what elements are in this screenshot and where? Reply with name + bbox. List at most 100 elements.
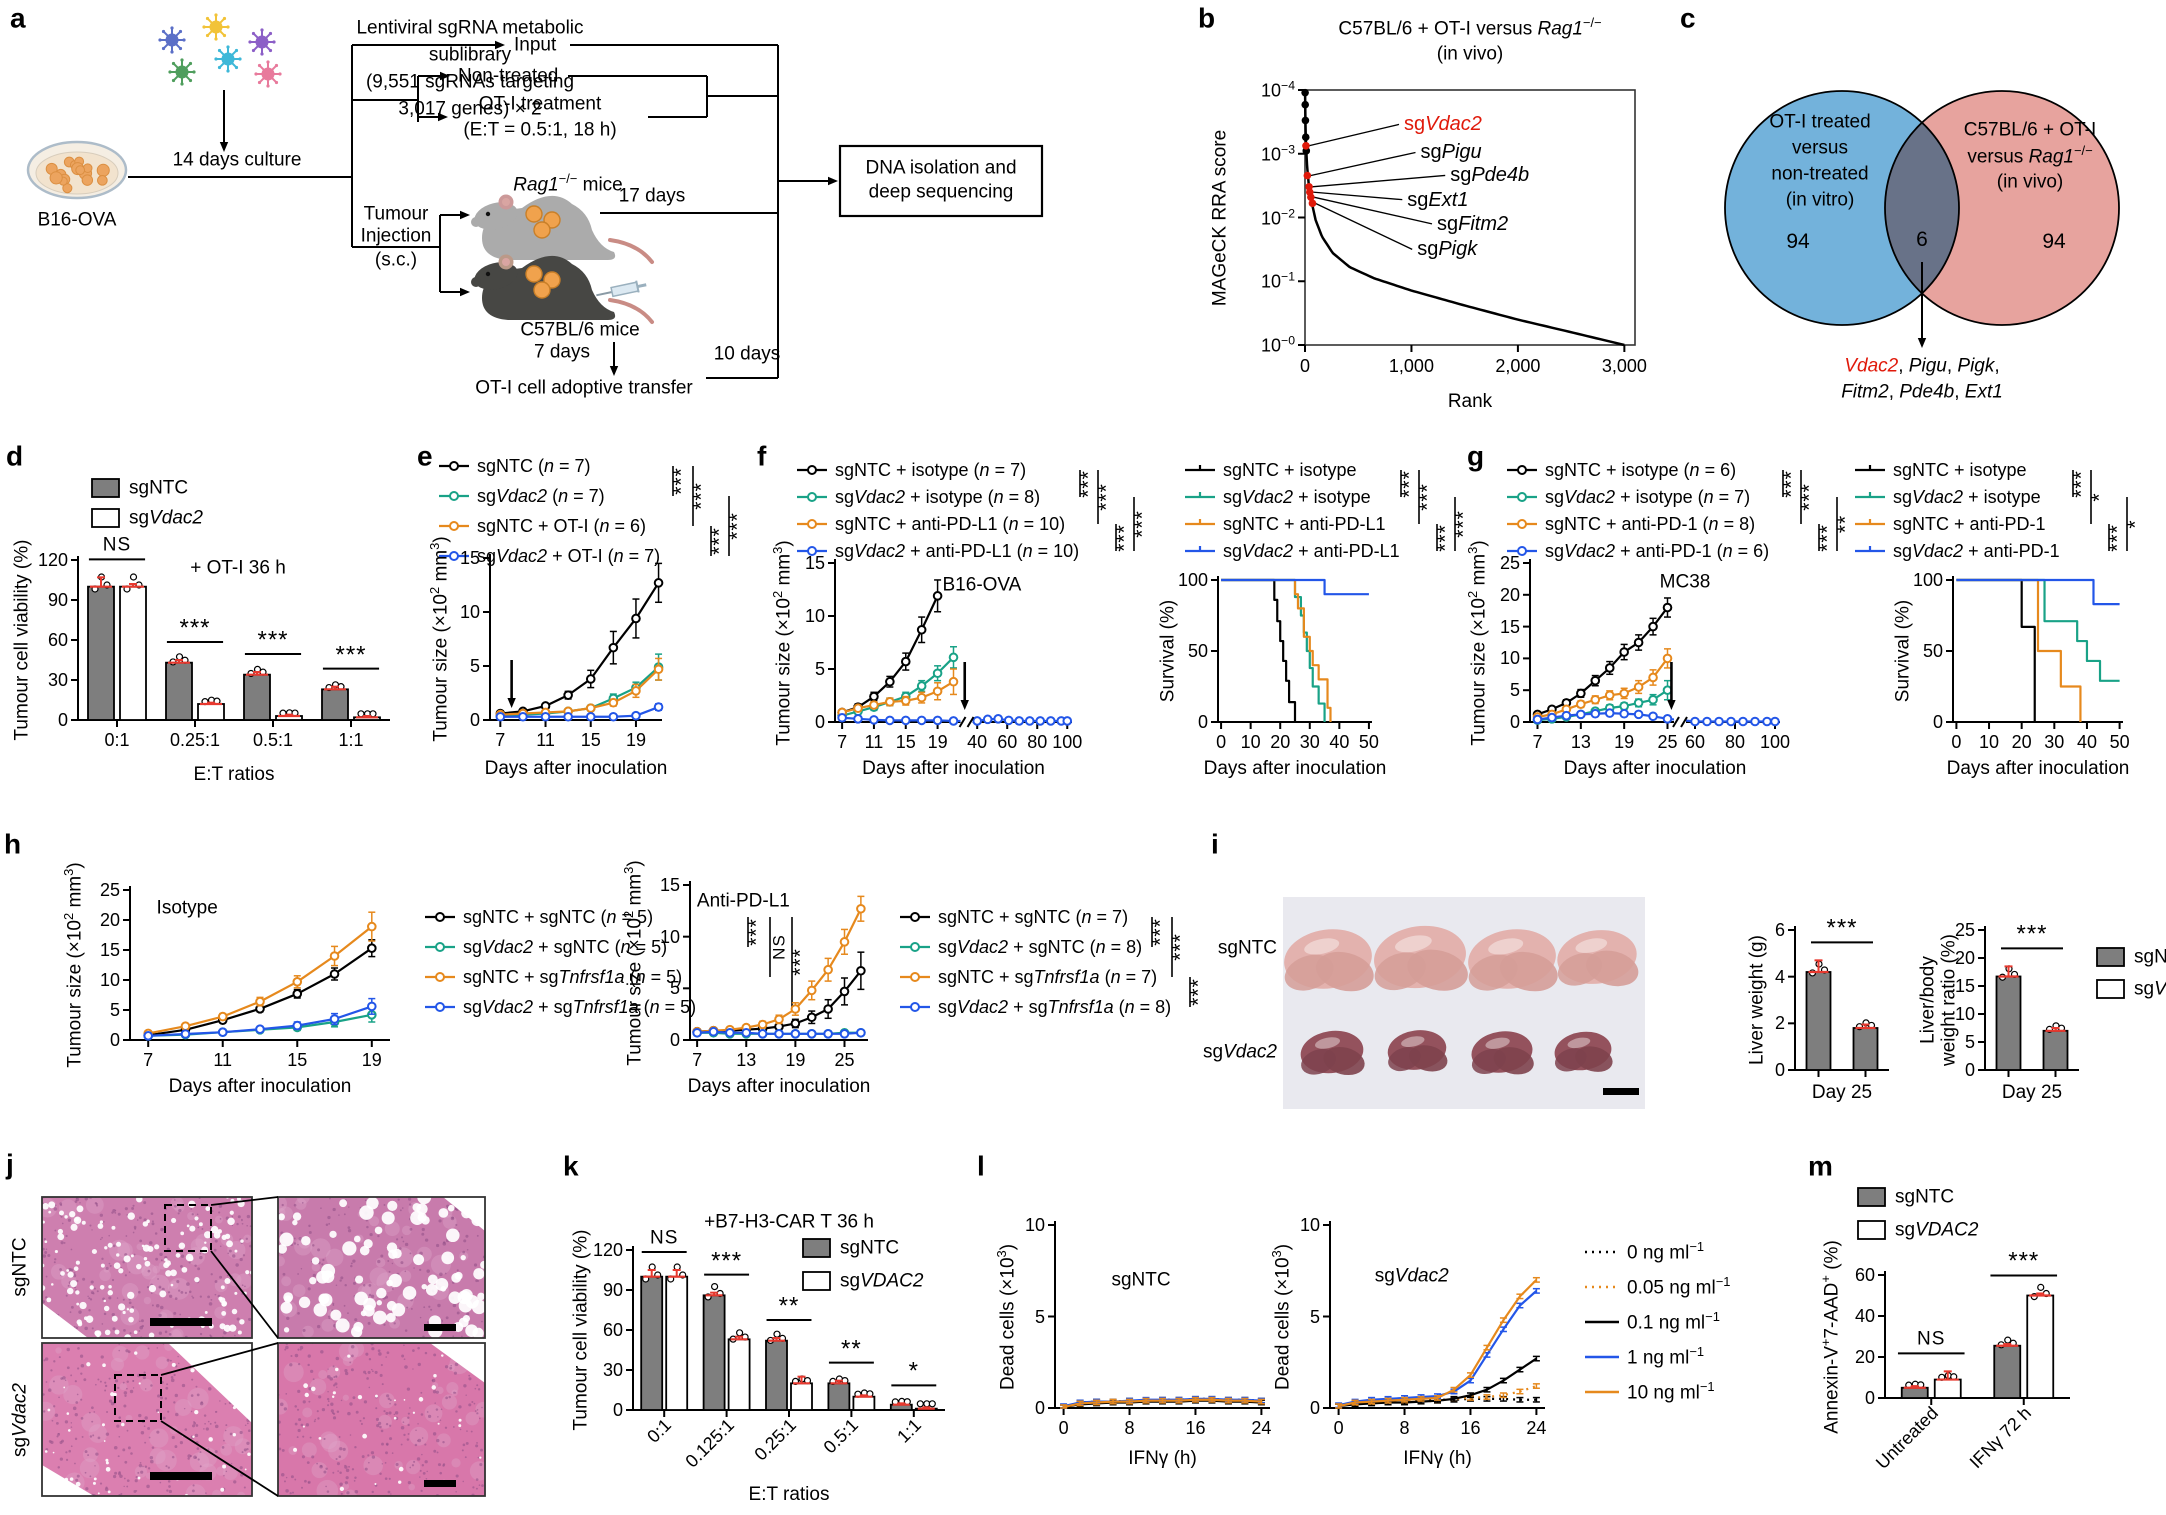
significance-label: ** <box>778 1292 800 1320</box>
x-axis-label: Day 25 <box>2001 1082 2063 1103</box>
x-tick: 0 <box>1333 1418 1344 1438</box>
chart-subtitle: (in vivo) <box>1436 43 1504 65</box>
y-tick: 10 <box>804 605 825 626</box>
legend-label: sgNTC + isotype <box>1223 459 1357 480</box>
y-axis-label: Tumour cell viability (%) <box>570 1229 592 1431</box>
panel-b-mageck-plot: b C57BL/6 + OT-I versus Rag1−/− (in vivo) 1… <box>1180 0 1670 440</box>
y-tick: 10 <box>459 601 480 622</box>
y-tick: 15 <box>804 552 825 573</box>
virus-icon <box>202 13 230 41</box>
y-axis-label: Tumour size (×102 mm3) <box>770 539 795 746</box>
significance-label: NS <box>102 534 132 556</box>
x-tick: 0.25:1 <box>169 730 221 750</box>
plot-inner-label: sgVdac2 <box>1374 1265 1449 1287</box>
x-axis-label: IFNγ (h) <box>1403 1448 1472 1469</box>
significance-label: *** <box>1131 510 1155 538</box>
y-tick: 10 <box>1954 1003 1975 1024</box>
y-tick: 0 <box>1509 711 1520 732</box>
significance-label: NS <box>1917 1328 1946 1350</box>
y-tick: 50 <box>1187 640 1208 661</box>
significance-label: NS <box>769 934 789 960</box>
legend-label: sgVDAC2 <box>840 1270 924 1292</box>
y-tick: 10 <box>659 926 680 947</box>
y-tick: 20 <box>1954 947 1975 968</box>
y-tick: 120 <box>592 1239 623 1260</box>
x-axis-label: E:T ratios <box>193 764 275 785</box>
y-axis-label: MAGeCK RRA score <box>1209 129 1231 306</box>
panel-letter: m <box>1808 1150 1833 1182</box>
library-label: Lentiviral sgRNA metabolic <box>356 17 584 39</box>
dna-box-label: deep sequencing <box>868 181 1014 203</box>
x-tick: 50 <box>1358 732 1379 752</box>
x-axis-label: Days after inoculation <box>168 1076 352 1097</box>
overlap-genes: Vdac2, Pigu, Pigk, <box>1844 355 2000 377</box>
y-tick: 4 <box>1774 966 1785 987</box>
significance-label: *** <box>690 482 714 510</box>
timepoint-label: 7 days <box>534 341 590 363</box>
plot-inner-label: Isotype <box>156 897 218 919</box>
significance-label: * <box>908 1357 919 1385</box>
petri-dish-icon <box>26 140 128 200</box>
legend-label: sgNTC + sgNTC (n = 7) <box>938 906 1129 927</box>
x-tick: 11 <box>864 732 884 752</box>
panel-f-canvas <box>797 465 1456 729</box>
x-tick: 30 <box>1299 732 1320 752</box>
library-label: (9,551 sgRNAs targeting <box>365 71 575 93</box>
c57-mice-label: C57BL/6 mice <box>520 319 640 341</box>
legend-label: sgNTC + anti-PD-L1 <box>1223 513 1386 534</box>
liver-photo <box>1387 1030 1448 1072</box>
histology-image <box>42 1343 252 1496</box>
cell-line-label: B16-OVA <box>37 209 117 231</box>
culture-label: 14 days culture <box>172 149 302 171</box>
legend-label: sgVdac2 + anti-PD-L1 (n = 10) <box>835 540 1080 561</box>
y-tick: 0 <box>1034 1397 1045 1418</box>
legend-label: sgNTC <box>2134 946 2166 968</box>
x-tick: 10 <box>1979 732 2000 752</box>
legend-label: sgVdac2 <box>2134 978 2166 1000</box>
y-tick: 20 <box>1499 584 1520 605</box>
legend-label: sgVdac2 + OT-I (n = 7) <box>477 545 661 566</box>
x-tick: 7 <box>837 732 848 752</box>
panel-letter: l <box>977 1150 985 1182</box>
y-tick: 0 <box>1197 711 1208 732</box>
y-axis-label: Tumour size (×102 mm3) <box>61 862 86 1068</box>
y-tick: 30 <box>602 1359 623 1380</box>
significance-label: *** <box>179 614 211 642</box>
y-tick: 50 <box>1922 640 1943 661</box>
significance-label: *** <box>1169 933 1193 961</box>
venn-left-label: (in vitro) <box>1785 189 1855 211</box>
panel-g-canvas <box>1507 465 2128 729</box>
gene-hit-label: sgPde4b <box>1450 164 1530 187</box>
x-tick: 0 <box>1299 356 1311 376</box>
oti-treatment-label: OT-I treatment <box>478 93 602 115</box>
legend-label: sgNTC + sgTnfrsf1a (n = 5) <box>463 966 683 987</box>
virus-icon <box>158 26 186 54</box>
legend-label: sgNTC + sgNTC (n = 5) <box>463 906 654 927</box>
y-tick: 5 <box>109 999 120 1020</box>
legend-label: 0.05 ng ml−1 <box>1627 1274 1731 1299</box>
legend-label: sgNTC (n = 7) <box>477 455 591 476</box>
x-tick: 60 <box>997 732 1018 752</box>
panel-letter: c <box>1680 2 1696 34</box>
row-label: sgVdac2 <box>9 1383 31 1457</box>
y-tick: 0 <box>612 1399 623 1420</box>
syringe-icon <box>596 280 647 298</box>
y-tick: 0 <box>1964 1059 1975 1080</box>
legend-label: sgNTC + isotype (n = 7) <box>835 459 1027 480</box>
venn-right-label: C57BL/6 + OT-I <box>1963 119 2097 141</box>
legend-label: sgVdac2 + isotype (n = 7) <box>1545 486 1751 507</box>
plot-inner-label: B16-OVA <box>942 574 1022 596</box>
panel-a-screen-schematic: a Lentiviral sgRNA metabolic sublibrary (9,… <box>0 0 1180 440</box>
legend-label: sgVdac2 + anti-PD-L1 <box>1223 540 1400 561</box>
legend-label: sgVdac2 + sgTnfrsf1a (n = 8) <box>938 996 1172 1017</box>
y-tick: 40 <box>1854 1305 1875 1326</box>
liver-photo <box>1300 1030 1365 1076</box>
x-axis-label: Days after inoculation <box>484 758 668 779</box>
x-tick: 1,000 <box>1388 356 1434 376</box>
chart-title: +B7-H3-CAR T 36 h <box>704 1211 874 1233</box>
panel-letter: h <box>4 828 22 860</box>
venn-overlap-count: 6 <box>1916 228 1928 252</box>
dna-box-label: DNA isolation and <box>865 157 1017 179</box>
mouse-icon <box>471 254 654 324</box>
